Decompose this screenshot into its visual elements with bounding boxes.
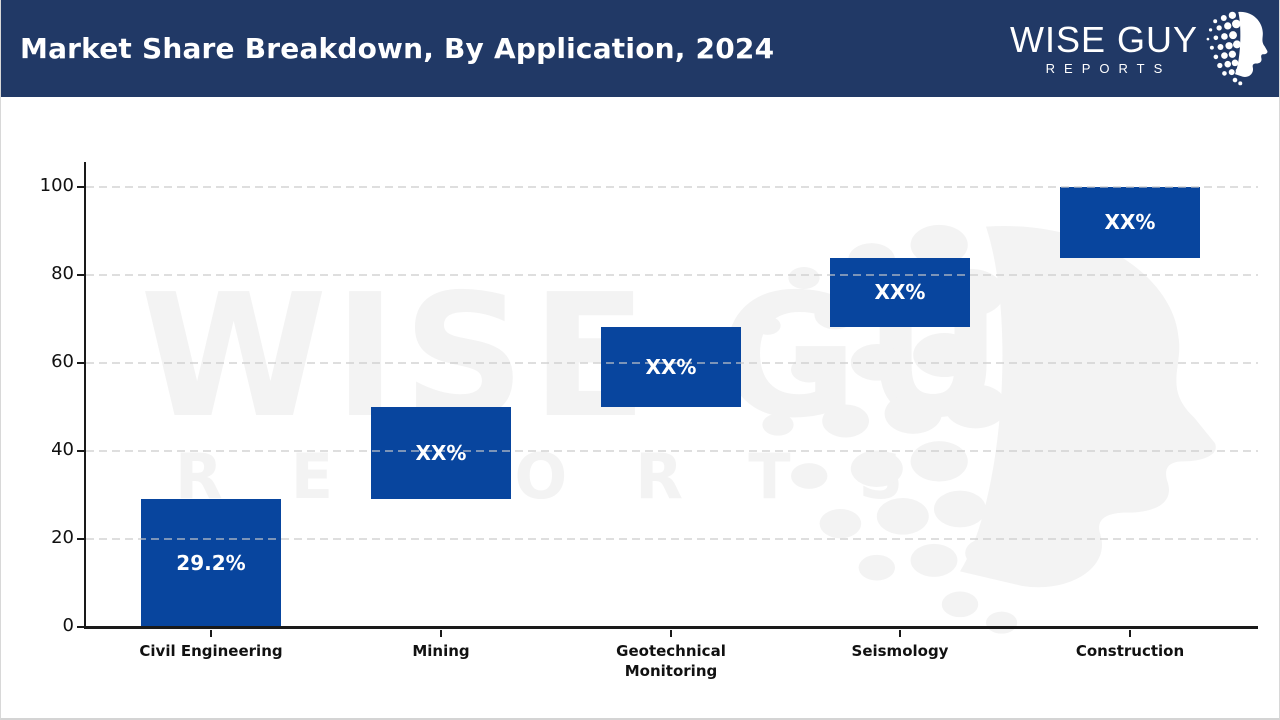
bar-mining (371, 407, 511, 499)
y-tick (77, 274, 84, 276)
y-axis (84, 162, 86, 629)
x-tick (1129, 630, 1131, 637)
dotted-head-logo-icon (1202, 8, 1268, 90)
x-tick-label: Civil Engineering (139, 642, 283, 660)
x-tick (899, 630, 901, 637)
bar-value-label: 29.2% (176, 550, 246, 575)
x-tick (670, 630, 672, 637)
x-tick-label: Construction (1075, 642, 1185, 660)
gridline (86, 538, 1258, 540)
y-tick (77, 538, 84, 540)
bar-value-label: XX% (415, 440, 467, 465)
gridline (86, 274, 1258, 276)
y-tick-label: 20 (51, 527, 74, 548)
y-tick-label: 60 (51, 351, 74, 372)
y-tick (77, 362, 84, 364)
page-title: Market Share Breakdown, By Application, … (20, 32, 775, 65)
logo-wordmark: WISE GUY (1009, 18, 1198, 60)
gridline (86, 186, 1258, 188)
gridline (86, 362, 1258, 364)
gridline (86, 450, 1258, 452)
y-tick-label: 0 (62, 615, 74, 636)
brand-logo: WISE GUY REPORTS (1010, 0, 1268, 97)
x-axis (84, 626, 1258, 629)
bar-value-label: XX% (1104, 210, 1156, 235)
y-tick (77, 626, 84, 628)
x-tick (440, 630, 442, 637)
x-tick-label: Mining (412, 642, 470, 660)
bar-geotechnical-monitoring (601, 326, 741, 407)
y-tick-label: 100 (39, 175, 74, 196)
y-tick-label: 40 (51, 439, 74, 460)
logo-text: WISE GUY REPORTS (1009, 18, 1198, 76)
y-tick (77, 450, 84, 452)
logo-subtext: REPORTS (1045, 60, 1172, 76)
bar-civil-engineering (141, 498, 281, 627)
x-tick-label: Seismology (851, 642, 949, 660)
y-tick (77, 186, 84, 188)
x-tick (210, 630, 212, 637)
bar-value-label: XX% (874, 280, 926, 305)
header: Market Share Breakdown, By Application, … (0, 0, 1280, 97)
x-tick-label: Geotechnical Monitoring (616, 642, 726, 680)
y-tick-label: 80 (51, 263, 74, 284)
bar-value-label: XX% (645, 354, 697, 379)
